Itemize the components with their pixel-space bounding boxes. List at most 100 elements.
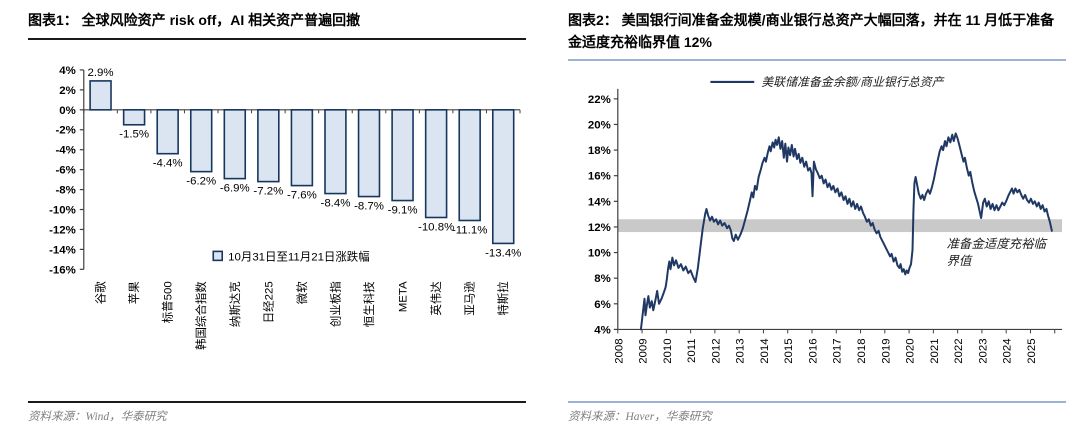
y-axis-tick-label: 12% (588, 222, 611, 234)
x-axis-tick-label: 2014 (759, 338, 771, 364)
x-axis-tick-label: 2008 (613, 339, 625, 364)
legend-label: 10月31日至11月21日涨跌幅 (228, 249, 369, 263)
y-axis-tick-label: -8% (55, 184, 75, 196)
y-axis-tick-label: -12% (49, 224, 76, 236)
bar-value-label: -7.2% (253, 185, 283, 197)
legend: 美联储准备金余额/商业银行总资产 (710, 75, 945, 89)
y-axis-tick-label: -2% (55, 124, 75, 136)
y-axis-tick-label: -4% (55, 144, 75, 156)
y-axis-tick-label: -16% (49, 264, 76, 276)
y-axis-tick-label: 16% (588, 171, 611, 183)
legend-marker (212, 250, 224, 261)
bar-value-label: -6.2% (186, 175, 216, 187)
figure2-source: 资料来源：Haver，华泰研究 (568, 401, 1066, 430)
x-axis-tick-label: 2011 (686, 339, 698, 364)
category-label: 标普500 (161, 281, 175, 323)
bar-value-label: -8.7% (354, 200, 384, 212)
category-label: 纳斯达克 (228, 281, 242, 327)
threshold-annotation-line: 界值 (946, 254, 972, 268)
x-axis-tick-label: 2023 (977, 339, 989, 364)
bar (223, 108, 247, 180)
bar-value-label: -8.4% (321, 197, 351, 209)
category-label: 日经225 (262, 281, 275, 323)
bar-value-label: -6.9% (220, 182, 250, 194)
figure1-panel: 图表1： 全球风险资产 risk off，AI 相关资产普遍回撤 4% 2% 0% -… (28, 12, 526, 430)
bar-value-label: -10.8% (418, 221, 454, 233)
y-axis: 4% 2% 0% -2% -4% -6% -8% -10% -12% -14% -16% (49, 65, 85, 276)
category-label: 英伟达 (429, 280, 443, 315)
bar (324, 108, 347, 195)
figure2-title-divider (568, 59, 1066, 62)
x-axis-tick-label: 2013 (735, 339, 747, 364)
bar-value-label: 2.9% (88, 67, 114, 79)
x-axis-tick-label: 2022 (953, 339, 965, 364)
bar-value-label: -9.1% (388, 204, 418, 216)
bar (189, 108, 213, 173)
y-axis-tick-label: 6% (594, 299, 611, 311)
category-label: META (398, 281, 410, 312)
y-axis-tick-label: 4% (594, 325, 611, 337)
bar (156, 108, 179, 155)
y-axis-tick-label: -10% (49, 204, 76, 216)
figure1-title: 图表1： 全球风险资产 risk off，AI 相关资产普遍回撤 (28, 12, 361, 28)
y-axis-tick-label: 18% (588, 145, 611, 157)
x-axis-tick-label: 2018 (856, 339, 868, 364)
bar-value-label: -4.4% (153, 157, 183, 169)
bar-value-label: -11.1% (452, 224, 487, 236)
category-label: 恒生科技 (362, 280, 376, 326)
threshold-annotation-line: 准备金适度充裕临 (946, 237, 1048, 251)
category-label: 微软 (295, 280, 309, 303)
y-axis-tick-label: 0% (59, 104, 76, 116)
category-label: 苹果 (127, 280, 141, 303)
x-axis-tick-label: 2025 (1026, 339, 1038, 364)
figure1-bar-chart: 4% 2% 0% -2% -4% -6% -8% -10% -12% -14% -16% 2.9% 谷歌… (49, 65, 522, 350)
bar (391, 108, 414, 202)
category-label: 创业板指 (328, 281, 342, 327)
threshold-band (617, 219, 1063, 233)
x-axis-tick-label: 2021 (929, 339, 941, 364)
bar-value-label: -1.5% (119, 128, 149, 140)
figure2-panel: 图表2： 美国银行间准备金规模/商业银行总资产大幅回落，并在 11 月低于准备金… (540, 0, 1080, 435)
figure2-title: 图表2： 美国银行间准备金规模/商业银行总资产大幅回落，并在 11 月低于准备金… (568, 12, 1055, 50)
x-axis-tick-label: 2019 (880, 339, 892, 364)
x-axis: 2008 2009 2010 2011 2012 2013 2014 2015 2016 2017… (613, 329, 1063, 364)
category-label: 谷歌 (94, 280, 108, 303)
bar (257, 108, 280, 183)
y-axis-tick-label: 22% (588, 94, 611, 106)
bar-series: 2.9% 谷歌 -1.5% 苹果 -4.4% 标普500 -6.2% 韩国综合指数 -6.9% 纳… (88, 67, 522, 350)
bar (458, 108, 481, 221)
bar (89, 79, 112, 111)
x-axis-tick-label: 2020 (905, 339, 917, 364)
legend-label: 美联储准备金余额/商业银行总资产 (761, 75, 944, 89)
category-label: 亚马逊 (464, 281, 477, 315)
legend: 10月31日至11月21日涨跌幅 (212, 249, 370, 263)
x-axis-tick-label: 2017 (832, 339, 844, 364)
figure1-title-divider (28, 37, 526, 40)
bar-value-label: -7.6% (287, 189, 317, 201)
bar (357, 108, 381, 198)
y-axis-tick-label: 14% (588, 197, 611, 209)
series-line (639, 132, 1053, 331)
bar (424, 108, 448, 218)
bar (122, 108, 146, 126)
bar (491, 108, 515, 244)
category-label: 韩国综合指数 (194, 280, 208, 349)
y-axis-tick-label: 4% (59, 65, 76, 77)
category-label: 特斯拉 (496, 280, 510, 315)
bar-value-label: -13.4% (485, 247, 521, 259)
x-axis-tick-label: 2015 (783, 339, 795, 364)
y-axis: 22% 20% 18% 16% 14% 12% 10% 8% 6% 4% (588, 89, 619, 337)
bar (290, 108, 314, 187)
y-axis-tick-label: -14% (49, 244, 76, 256)
x-axis-tick-label: 2012 (710, 339, 722, 364)
x-axis-tick-label: 2024 (1002, 338, 1014, 364)
x-axis-tick-label: 2009 (638, 339, 650, 364)
threshold-annotation: 准备金适度充裕临界值 (946, 237, 1048, 268)
y-axis-tick-label: 2% (59, 85, 76, 97)
x-axis-tick-label: 2016 (807, 339, 819, 364)
figure2-line-chart: 美联储准备金余额/商业银行总资产 22% 20% 18% 16% 14% 12% 10% 8% 6… (588, 75, 1063, 364)
y-axis-tick-label: 20% (588, 120, 611, 132)
y-axis-tick-label: 8% (594, 274, 611, 286)
figure1-source: 资料来源：Wind，华泰研究 (28, 401, 526, 430)
